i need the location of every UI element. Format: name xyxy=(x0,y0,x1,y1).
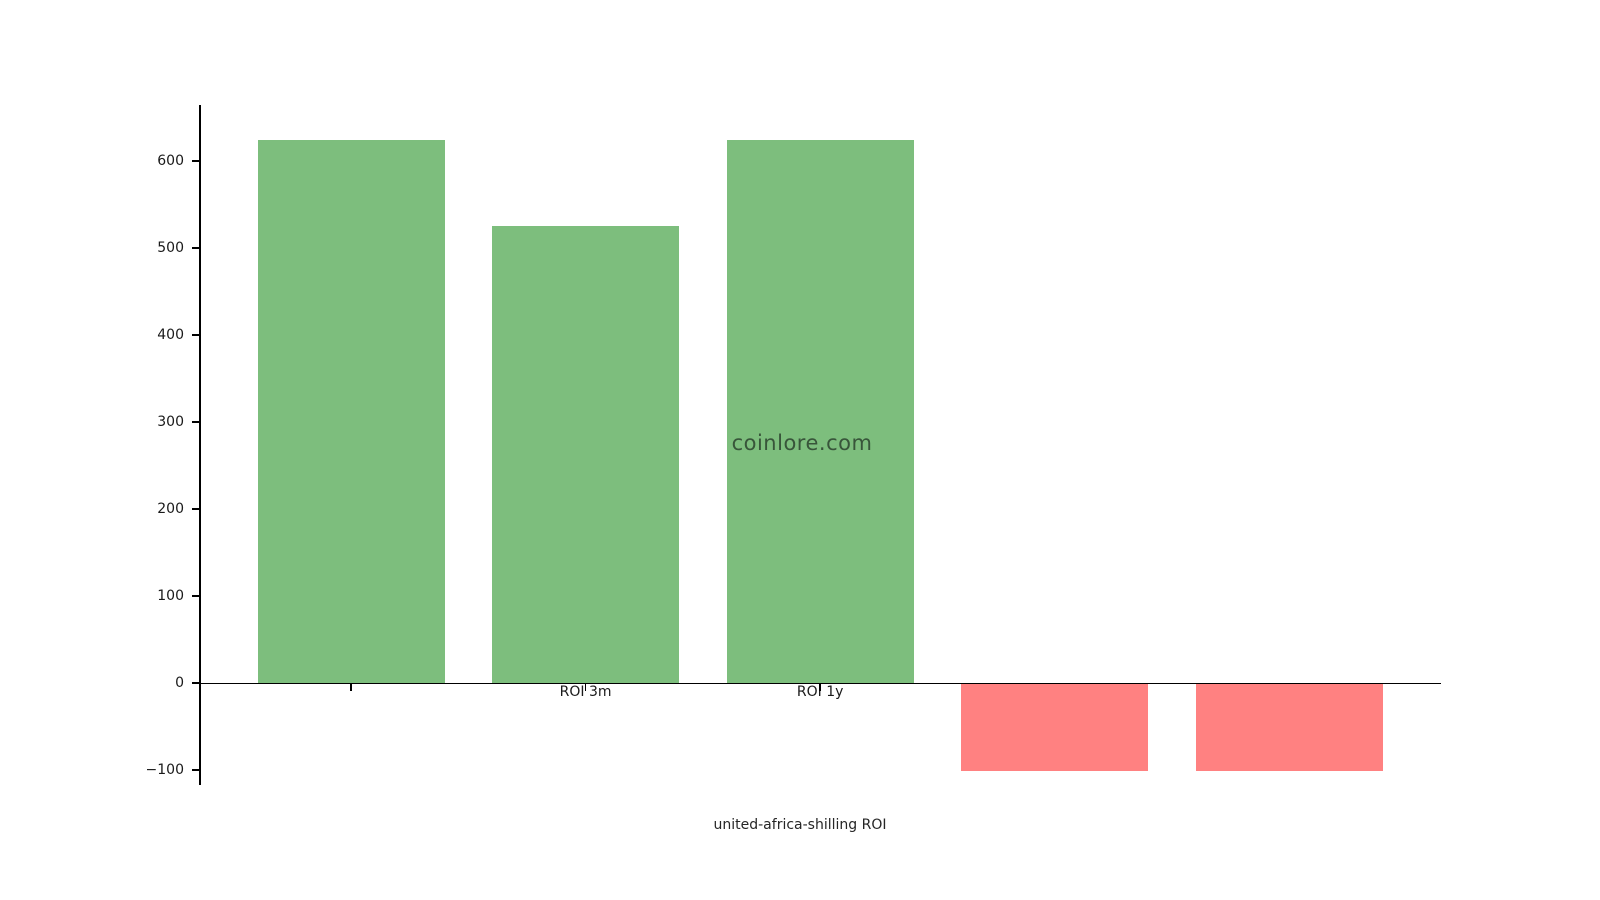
y-tick xyxy=(192,421,199,423)
y-tick-label: 600 xyxy=(157,153,184,169)
y-tick xyxy=(192,595,199,597)
x-tick-label: ROI 1y xyxy=(796,684,844,700)
y-tick xyxy=(192,160,199,162)
bar-ROI 3m xyxy=(492,226,680,683)
y-tick-label: −100 xyxy=(145,762,184,778)
chart-title: united-africa-shilling ROI xyxy=(713,817,887,833)
y-tick-label: 200 xyxy=(157,501,184,517)
bar-series-5 xyxy=(1195,684,1383,771)
x-tick xyxy=(819,683,821,691)
y-tick xyxy=(192,769,199,771)
y-tick xyxy=(192,247,199,249)
y-tick-label: 400 xyxy=(157,327,184,343)
y-tick xyxy=(192,508,199,510)
bar-series-4 xyxy=(961,684,1149,771)
x-tick xyxy=(584,683,587,691)
watermark: coinlore.com xyxy=(731,431,873,455)
y-tick xyxy=(192,334,199,336)
y-tick-label: 500 xyxy=(157,240,184,256)
bar-ROI 1y xyxy=(726,140,914,683)
bar-series-1 xyxy=(257,140,445,683)
y-tick-label: 100 xyxy=(157,588,184,604)
y-tick-label: 300 xyxy=(157,414,184,430)
y-tick xyxy=(192,682,199,684)
y-axis-spine xyxy=(199,105,201,785)
y-tick-label: 0 xyxy=(175,675,184,691)
x-axis-line xyxy=(199,682,1441,684)
x-tick xyxy=(350,683,352,691)
x-tick-label: ROI 3m xyxy=(559,684,612,700)
